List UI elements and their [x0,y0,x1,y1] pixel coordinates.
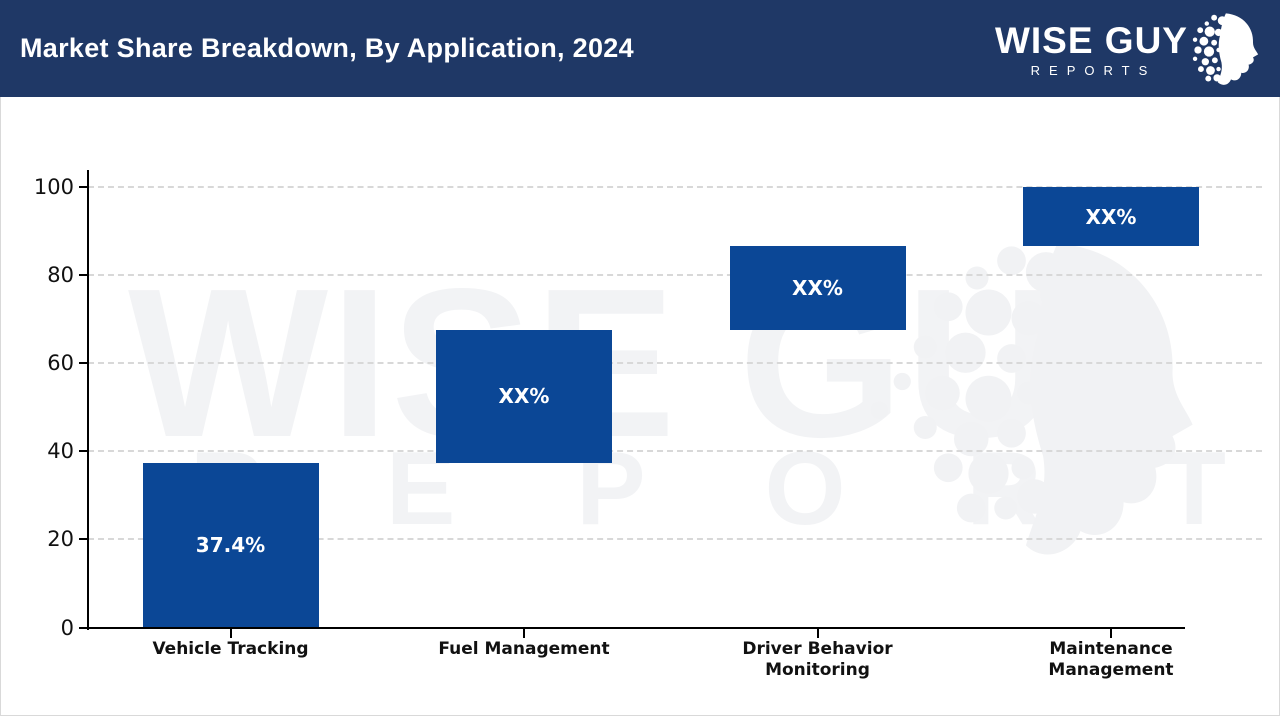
brand-logo: WISE GUY REPORTS [995,6,1266,94]
brand-head-icon [1192,13,1259,85]
header-bar: Market Share Breakdown, By Application, … [0,0,1280,97]
brand-subname: REPORTS [1030,63,1157,78]
brand-logo-text: WISE GUY REPORTS [995,22,1188,78]
brand-name: WISE GUY [994,20,1188,61]
page-title: Market Share Breakdown, By Application, … [20,33,634,63]
